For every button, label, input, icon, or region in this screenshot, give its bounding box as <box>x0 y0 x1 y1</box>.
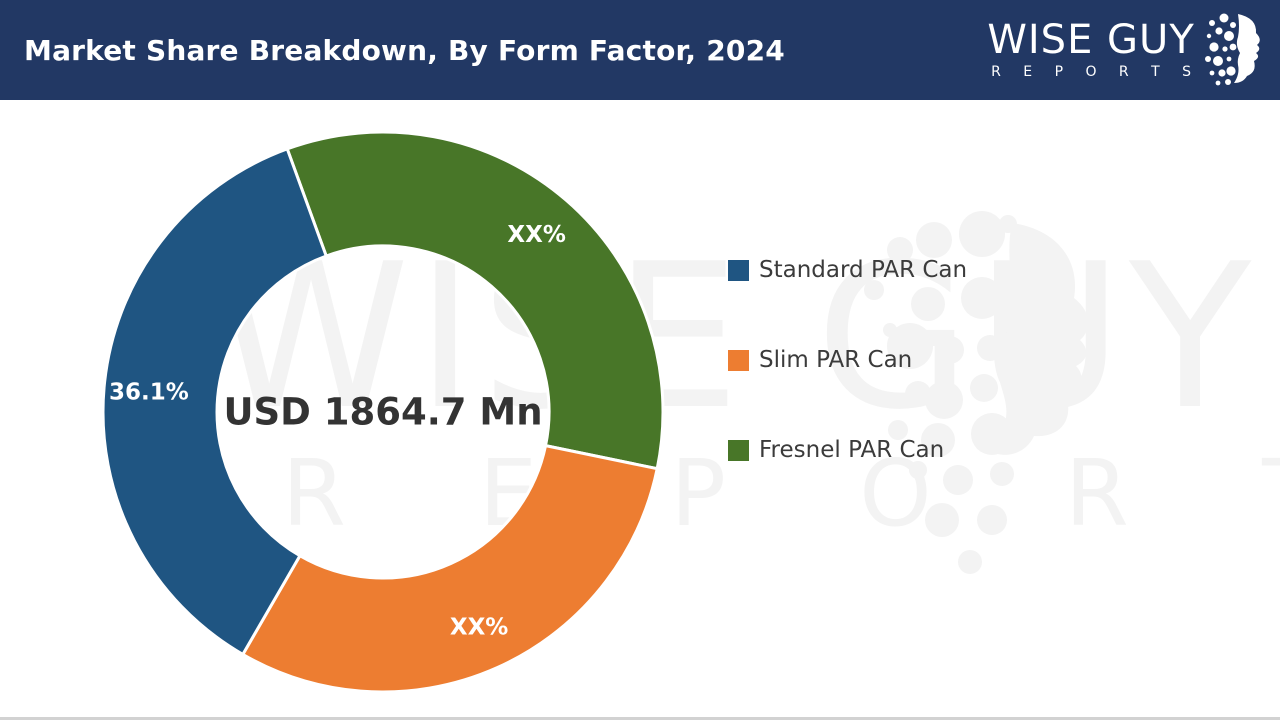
legend-swatch-slim <box>728 349 749 371</box>
legend-swatch-fresnel <box>728 439 749 461</box>
legend-swatch-standard <box>728 259 749 281</box>
legend-item-standard-par-can: Standard PAR Can <box>728 257 967 283</box>
watermark-subtitle: R E P O R T S <box>282 440 1280 547</box>
logo-subtitle: R E P O R T S <box>991 64 1200 80</box>
donut-slice-slim-par-can <box>240 443 659 694</box>
legend-label: Slim PAR Can <box>759 347 913 373</box>
wiseguy-logo: WISE GUY R E P O R T S <box>982 0 1264 100</box>
legend-label: Standard PAR Can <box>759 257 968 283</box>
page-title: Market Share Breakdown, By Form Factor, … <box>24 33 785 67</box>
slice-label: XX% <box>507 222 566 248</box>
wiseguy-face-icon <box>1205 13 1260 86</box>
watermark-face-icon <box>864 211 1089 574</box>
donut-slice-standard-par-can <box>101 146 329 657</box>
slice-label: 36.1% <box>109 379 189 405</box>
legend-item-slim-par-can: Slim PAR Can <box>728 347 912 373</box>
bottom-divider <box>0 717 1280 720</box>
header-bar: Market Share Breakdown, By Form Factor, … <box>0 0 1280 100</box>
donut-chart: XX% XX% 36.1% <box>101 130 665 694</box>
legend-label: Fresnel PAR Can <box>759 437 945 463</box>
legend-item-fresnel-par-can: Fresnel PAR Can <box>728 437 944 463</box>
chart-center-value: USD 1864.7 Mn <box>223 390 543 434</box>
logo-wordmark: WISE GUY <box>987 17 1195 63</box>
donut-slice-fresnel-par-can <box>285 130 665 471</box>
slice-label: XX% <box>450 614 509 640</box>
